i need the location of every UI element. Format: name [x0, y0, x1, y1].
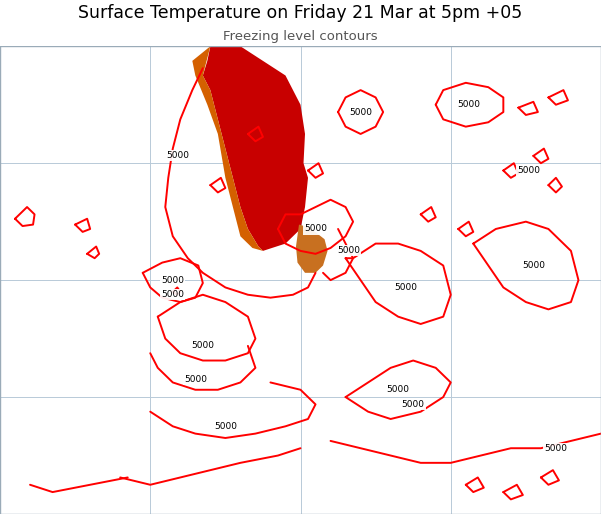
Text: 5000: 5000	[214, 422, 237, 431]
Text: 5000: 5000	[545, 444, 567, 453]
Text: 5000: 5000	[191, 341, 215, 351]
Text: Freezing level contours: Freezing level contours	[223, 30, 378, 43]
Text: 5000: 5000	[166, 152, 189, 160]
Text: 5000: 5000	[401, 400, 425, 409]
Text: 5000: 5000	[337, 246, 360, 255]
Text: 5000: 5000	[522, 261, 545, 270]
Text: 5000: 5000	[304, 225, 327, 233]
Text: 5000: 5000	[386, 386, 410, 394]
Polygon shape	[296, 225, 328, 273]
Polygon shape	[192, 46, 263, 251]
Text: 5000: 5000	[457, 100, 480, 109]
Text: 5000: 5000	[517, 166, 540, 175]
Text: 5000: 5000	[161, 276, 185, 285]
Text: 5000: 5000	[349, 107, 372, 117]
Text: 5000: 5000	[161, 290, 185, 299]
Polygon shape	[203, 46, 308, 251]
Text: 5000: 5000	[184, 375, 207, 384]
Text: 5000: 5000	[394, 283, 417, 292]
Text: Surface Temperature on Friday 21 Mar at 5pm +05: Surface Temperature on Friday 21 Mar at …	[78, 4, 523, 22]
